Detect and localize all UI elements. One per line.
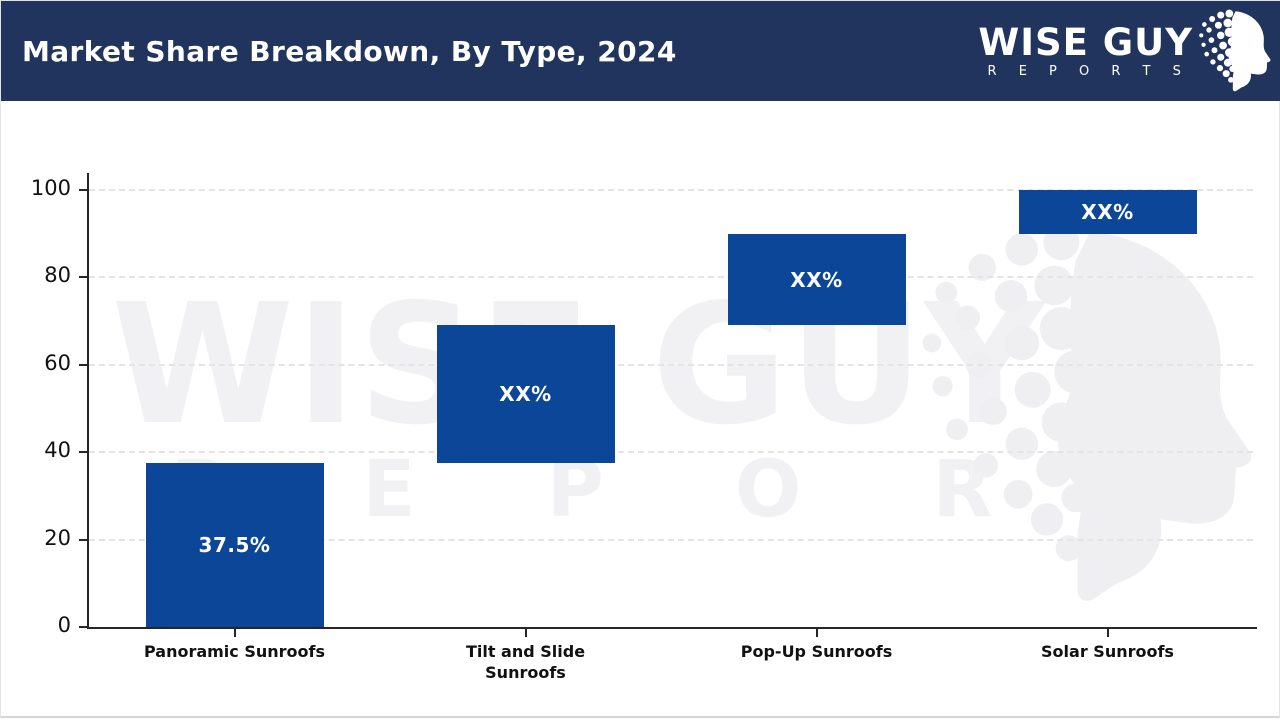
y-tick-label-40: 40 <box>44 438 71 463</box>
brand-logo: WISE GUY R E P O R T S <box>978 7 1273 95</box>
y-tick-label-60: 60 <box>44 350 71 375</box>
y-tick-label-0: 0 <box>57 613 71 637</box>
gridline-60 <box>89 363 1253 366</box>
x-label-1: Tilt and Slide Sunroofs <box>465 642 586 682</box>
y-tick-60 <box>79 363 88 366</box>
x-tick-3 <box>1106 629 1109 637</box>
y-tick-label-100: 100 <box>30 176 71 200</box>
bar-0: 37.5% <box>145 463 324 627</box>
y-tick-label-80: 80 <box>44 263 71 288</box>
bar-1: XX% <box>436 325 615 464</box>
bar-value-label-0: 37.5% <box>198 533 271 558</box>
x-tick-2 <box>815 629 818 637</box>
brand-logo-text: WISE GUY R E P O R T S <box>978 24 1193 79</box>
gridline-40 <box>89 451 1253 454</box>
bar-value-label-1: XX% <box>499 382 552 407</box>
x-tick-0 <box>233 629 236 637</box>
brand-logo-subname: R E P O R T S <box>987 63 1190 79</box>
bar-3: XX% <box>1018 190 1197 234</box>
y-axis-line <box>87 173 89 629</box>
page-title: Market Share Breakdown, By Type, 2024 <box>22 34 677 68</box>
y-tick-100 <box>79 189 88 191</box>
y-tick-40 <box>79 451 88 454</box>
y-tick-20 <box>79 538 88 541</box>
x-tick-1 <box>524 629 527 637</box>
x-axis-line <box>87 627 1257 629</box>
header-bar: Market Share Breakdown, By Type, 2024 WI… <box>1 1 1280 101</box>
gridline-20 <box>89 538 1253 541</box>
gridline-100 <box>89 189 1253 191</box>
gridline-80 <box>89 276 1253 279</box>
bar-value-label-3: XX% <box>1081 199 1134 224</box>
plot-area: 37.5% XX% XX% XX% <box>89 169 1253 627</box>
x-label-3: Solar Sunroofs <box>1041 642 1174 661</box>
y-tick-80 <box>79 276 88 279</box>
x-label-0: Panoramic Sunroofs <box>143 642 326 661</box>
x-label-2: Pop-Up Sunroofs <box>740 642 893 661</box>
y-tick-label-20: 20 <box>44 525 71 550</box>
y-tick-0 <box>79 626 88 628</box>
bar-value-label-2: XX% <box>790 267 843 292</box>
brand-logo-name: WISE GUY <box>978 20 1193 64</box>
brand-head-icon <box>1195 8 1273 94</box>
bar-2: XX% <box>727 233 906 326</box>
